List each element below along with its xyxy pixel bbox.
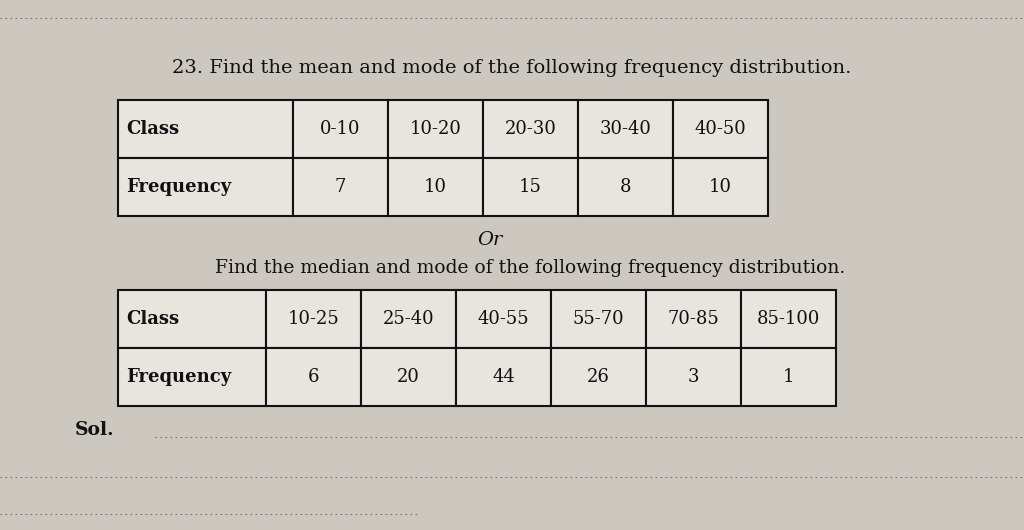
Text: 23. Find the mean and mode of the following frequency distribution.: 23. Find the mean and mode of the follow… xyxy=(172,59,852,77)
Bar xyxy=(361,348,456,406)
Bar xyxy=(578,100,673,158)
Bar xyxy=(388,100,483,158)
Text: Frequency: Frequency xyxy=(126,178,231,196)
Text: 20-30: 20-30 xyxy=(505,120,556,138)
Bar xyxy=(483,158,578,216)
Bar xyxy=(456,348,551,406)
Text: 40-50: 40-50 xyxy=(694,120,746,138)
Bar xyxy=(293,100,388,158)
Bar xyxy=(118,348,266,406)
Bar xyxy=(118,158,293,216)
Text: 70-85: 70-85 xyxy=(668,310,720,328)
Text: Class: Class xyxy=(126,120,179,138)
Bar xyxy=(673,100,768,158)
Bar xyxy=(118,100,293,158)
Bar xyxy=(673,158,768,216)
Text: Frequency: Frequency xyxy=(126,368,231,386)
Text: 30-40: 30-40 xyxy=(600,120,651,138)
Bar xyxy=(578,158,673,216)
Bar xyxy=(551,290,646,348)
Bar xyxy=(741,290,836,348)
Text: 10-20: 10-20 xyxy=(410,120,462,138)
Text: Find the median and mode of the following frequency distribution.: Find the median and mode of the followin… xyxy=(215,259,845,277)
Text: 8: 8 xyxy=(620,178,631,196)
Bar xyxy=(483,100,578,158)
Bar xyxy=(551,348,646,406)
Text: Or: Or xyxy=(477,231,503,249)
Bar xyxy=(293,158,388,216)
Bar xyxy=(118,290,266,348)
Text: 0-10: 0-10 xyxy=(321,120,360,138)
Bar xyxy=(361,290,456,348)
Bar xyxy=(646,290,741,348)
Text: 44: 44 xyxy=(493,368,515,386)
Bar xyxy=(266,348,361,406)
Text: 6: 6 xyxy=(308,368,319,386)
Text: 7: 7 xyxy=(335,178,346,196)
Text: 26: 26 xyxy=(587,368,610,386)
Text: 85-100: 85-100 xyxy=(757,310,820,328)
Bar xyxy=(646,348,741,406)
Text: 20: 20 xyxy=(397,368,420,386)
Bar xyxy=(741,348,836,406)
Text: 25-40: 25-40 xyxy=(383,310,434,328)
Bar xyxy=(266,290,361,348)
Text: 3: 3 xyxy=(688,368,699,386)
Text: 10-25: 10-25 xyxy=(288,310,339,328)
Text: 55-70: 55-70 xyxy=(572,310,625,328)
Text: Class: Class xyxy=(126,310,179,328)
Text: Sol.: Sol. xyxy=(75,421,115,439)
Text: 40-55: 40-55 xyxy=(477,310,529,328)
Text: 10: 10 xyxy=(709,178,732,196)
Text: 1: 1 xyxy=(782,368,795,386)
Bar xyxy=(456,290,551,348)
Text: 10: 10 xyxy=(424,178,447,196)
Bar xyxy=(388,158,483,216)
Text: 15: 15 xyxy=(519,178,542,196)
